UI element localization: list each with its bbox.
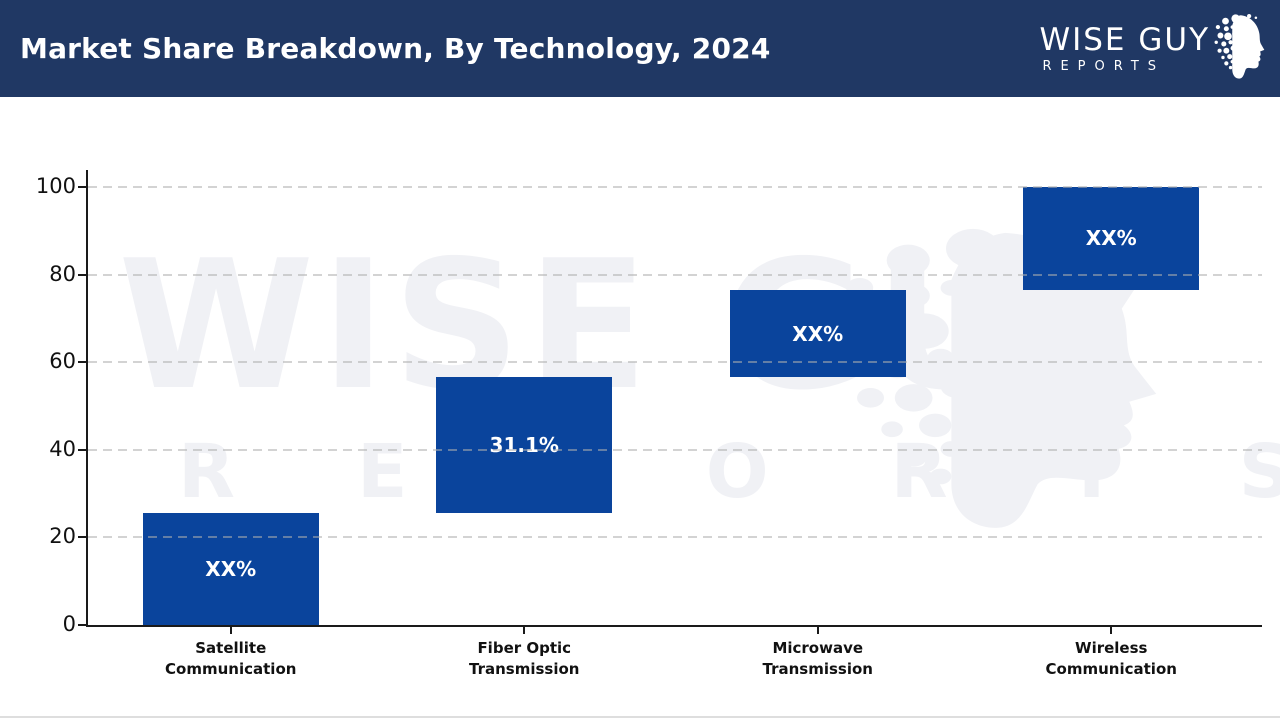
header: Market Share Breakdown, By Technology, 2… [0, 0, 1280, 97]
y-tick-mark [78, 448, 87, 451]
y-tick-label: 0 [62, 612, 76, 636]
gridline [88, 448, 1262, 451]
figure-bottom-rule [0, 716, 1280, 718]
logo-text: WISE GUY REPORTS [1039, 21, 1210, 74]
gridline [88, 273, 1262, 276]
y-tick-label: 60 [49, 349, 76, 374]
logo-face-icon [1214, 13, 1265, 79]
y-tick-label: 100 [35, 174, 76, 198]
bar-fiber-optic-transmission: 31.1% [436, 377, 613, 514]
x-label-fiber-optic-transmission: Fiber Optic Transmission [469, 639, 580, 678]
bar-wireless-communication: XX% [1023, 187, 1200, 290]
gridline [88, 361, 1262, 364]
bar-microwave-transmission: XX% [729, 289, 906, 378]
gridline [88, 186, 1262, 188]
x-label-satellite-communication: Satellite Communication [165, 639, 297, 678]
logo-subtitle: REPORTS [1042, 58, 1166, 74]
x-label-wireless-communication: Wireless Communication [1045, 639, 1177, 678]
bar-value-label: XX% [205, 557, 257, 582]
y-tick-mark [78, 361, 87, 364]
y-tick-mark [78, 273, 87, 276]
logo-wordmark: WISE GUY [1039, 21, 1210, 58]
x-tick-mark [523, 627, 526, 634]
y-tick-label: 20 [49, 524, 76, 549]
chart-canvas: WISE GUY REPORTS 0 20 40 60 80 100 XX% 3… [0, 97, 1280, 720]
y-tick-label: 80 [49, 261, 76, 286]
bar-satellite-communication: XX% [142, 513, 319, 625]
plot-area: XX% 31.1% XX% XX% [84, 187, 1258, 625]
x-tick-mark [816, 627, 819, 634]
x-tick-mark [229, 627, 232, 634]
page-title: Market Share Breakdown, By Technology, 2… [20, 32, 771, 65]
y-tick-label: 40 [49, 436, 76, 461]
y-axis-line [86, 170, 88, 627]
bar-value-label: XX% [792, 321, 844, 346]
bar-value-label: 31.1% [489, 433, 559, 458]
bar-value-label: XX% [1085, 226, 1137, 251]
x-label-microwave-transmission: Microwave Transmission [762, 639, 873, 678]
y-tick-mark [78, 186, 87, 188]
x-axis-line [86, 625, 1262, 627]
wiseguy-logo: WISE GUY REPORTS [1039, 10, 1266, 88]
y-tick-mark [78, 624, 87, 626]
x-tick-mark [1110, 627, 1113, 634]
y-tick-mark [78, 536, 87, 539]
gridline [88, 536, 1262, 539]
